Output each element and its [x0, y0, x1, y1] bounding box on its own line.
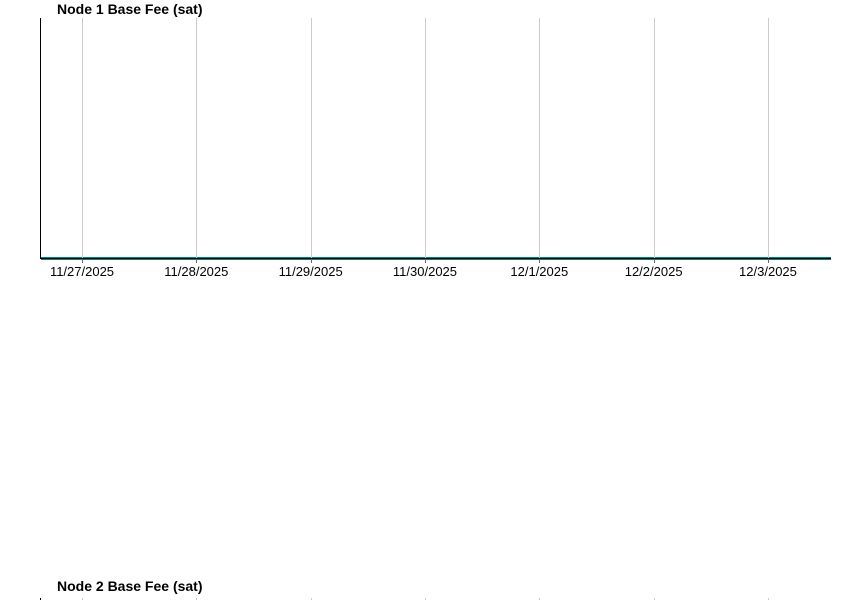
x-gridline — [424, 598, 426, 600]
node-2-base-fee-chart: Node 2 Base Fee (sat) 11/27/202511/28/20… — [0, 288, 860, 600]
node-1-base-fee-chart: Node 1 Base Fee (sat) 11/27/2025 11/28/20… — [0, 0, 860, 288]
chart-title: Node 1 Base Fee (sat) — [57, 1, 203, 17]
x-tick-label: 11/30/2025 — [392, 264, 458, 279]
x-gridline — [539, 18, 541, 258]
x-gridline — [767, 598, 769, 600]
x-gridline — [196, 598, 198, 600]
x-tick-label: 11/28/2025 — [164, 264, 229, 279]
x-gridline — [196, 18, 198, 258]
x-tick-label: 11/29/2025 — [278, 264, 343, 279]
x-tick-mark — [539, 259, 541, 263]
x-tick-mark — [310, 259, 312, 263]
x-gridline — [767, 18, 769, 258]
x-gridline — [82, 18, 83, 258]
x-tick-label: 12/1/2025 — [510, 264, 569, 279]
x-tick-label: 12/2/2025 — [624, 264, 683, 279]
x-axis-labels: 11/27/2025 11/28/2025 11/29/2025 11/30/2025… — [41, 264, 831, 280]
x-gridline — [653, 598, 655, 600]
plot-area — [40, 598, 831, 600]
x-gridline — [82, 598, 83, 600]
x-tick-label: 11/27/2025 — [49, 264, 115, 279]
x-gridline — [310, 598, 312, 600]
x-tick-label: 12/3/2025 — [739, 264, 797, 279]
x-gridline — [310, 18, 312, 258]
x-tick-mark — [82, 259, 83, 263]
x-tick-mark — [653, 259, 655, 263]
plot-area — [40, 18, 831, 263]
x-axis-line — [41, 258, 831, 259]
x-gridline — [539, 598, 541, 600]
x-tick-mark — [196, 259, 198, 263]
chart-title: Node 2 Base Fee (sat) — [57, 578, 203, 594]
x-tick-mark — [767, 259, 769, 263]
x-gridline — [653, 18, 655, 258]
x-gridline — [424, 18, 426, 258]
x-tick-mark — [424, 259, 426, 263]
